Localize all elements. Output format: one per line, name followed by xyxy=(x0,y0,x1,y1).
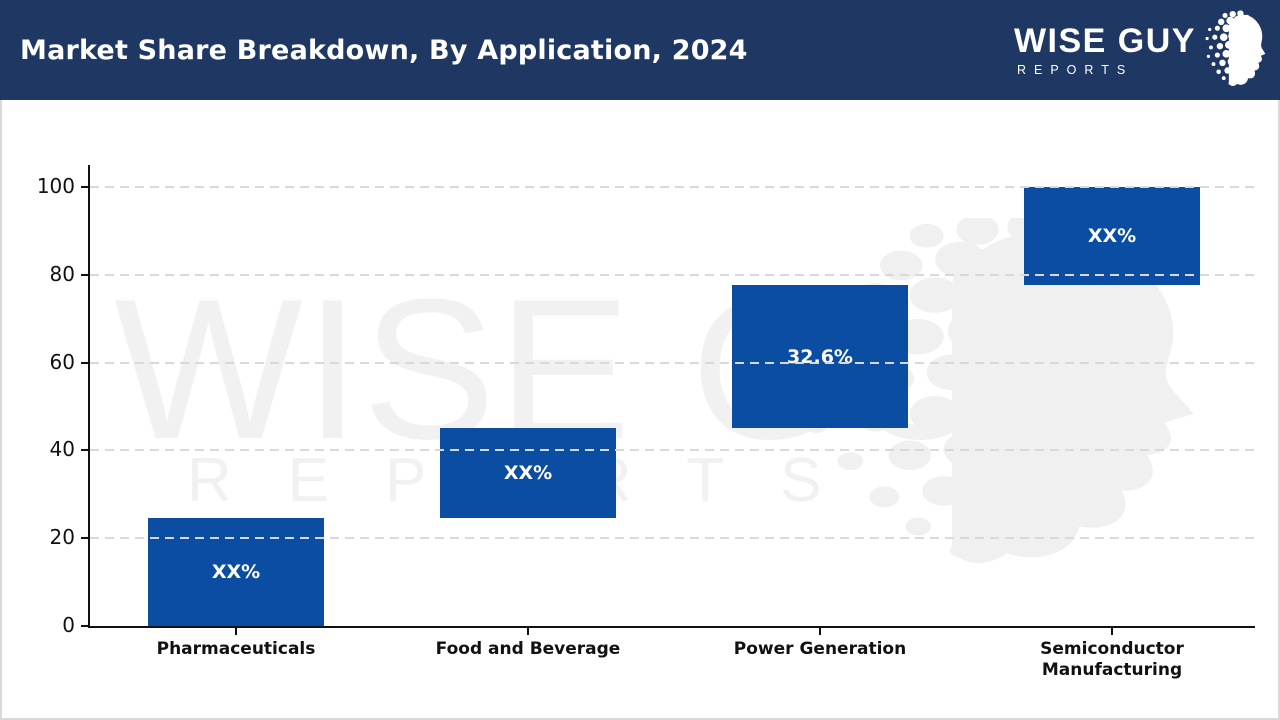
header: Market Share Breakdown, By Application, … xyxy=(0,0,1280,100)
gridline-20 xyxy=(90,537,1258,540)
y-tick-label-60: 60 xyxy=(49,349,75,374)
y-tick-100 xyxy=(81,185,90,188)
y-tick-label-100: 100 xyxy=(36,173,75,198)
bar-value-label: 32.6% xyxy=(787,345,853,368)
gridline-60 xyxy=(90,361,1258,364)
bar-value-label: XX% xyxy=(503,462,553,485)
x-tick-3 xyxy=(1111,628,1113,635)
gridline-40 xyxy=(90,449,1258,452)
y-tick-20 xyxy=(81,537,90,540)
x-tick-2 xyxy=(819,628,821,635)
plot: 0 20 40 60 80 100 XX% XX% 32.6% XX% Pharmaceutical… xyxy=(2,100,1278,718)
y-tick-label-80: 80 xyxy=(49,261,75,286)
y-axis-spine xyxy=(88,165,90,626)
x-category-label: Semiconductor Manufacturing xyxy=(1040,639,1184,681)
bar-power-generation: 32.6% xyxy=(732,285,908,429)
y-tick-80 xyxy=(81,273,90,276)
y-tick-label-40: 40 xyxy=(49,437,75,462)
brand-logo: WISE GUY REPORTS xyxy=(1014,8,1266,92)
x-axis-spine xyxy=(88,626,1255,628)
gridline-100 xyxy=(90,185,1258,188)
y-tick-label-0: 0 xyxy=(62,613,75,637)
y-tick-40 xyxy=(81,449,90,452)
gridline-80 xyxy=(90,273,1258,276)
x-category-label: Food and Beverage xyxy=(435,639,621,659)
brand-face-icon xyxy=(1205,10,1266,87)
brand-name: WISE GUY xyxy=(1013,21,1196,60)
x-category-label: Pharmaceuticals xyxy=(156,639,316,659)
bar-semiconductor-manufacturing: XX% xyxy=(1024,186,1200,286)
y-tick-60 xyxy=(81,361,90,364)
x-category-label: Power Generation xyxy=(733,639,907,659)
x-tick-0 xyxy=(235,628,237,635)
chart-area: WISE GU REPORTS 020406080100XX%XX%32.6%X… xyxy=(0,100,1280,720)
bar-food-and-beverage: XX% xyxy=(440,428,616,519)
y-tick-label-20: 20 xyxy=(49,525,75,550)
x-tick-1 xyxy=(527,628,529,635)
brand-subtitle: REPORTS xyxy=(1016,62,1134,77)
bar-value-label: XX% xyxy=(211,561,261,584)
bar-pharmaceuticals: XX% xyxy=(148,518,324,626)
brand-logo-text: WISE GUY REPORTS xyxy=(1014,24,1196,77)
bar-value-label: XX% xyxy=(1087,225,1137,248)
y-tick-0 xyxy=(81,625,90,627)
page-title: Market Share Breakdown, By Application, … xyxy=(20,34,748,66)
